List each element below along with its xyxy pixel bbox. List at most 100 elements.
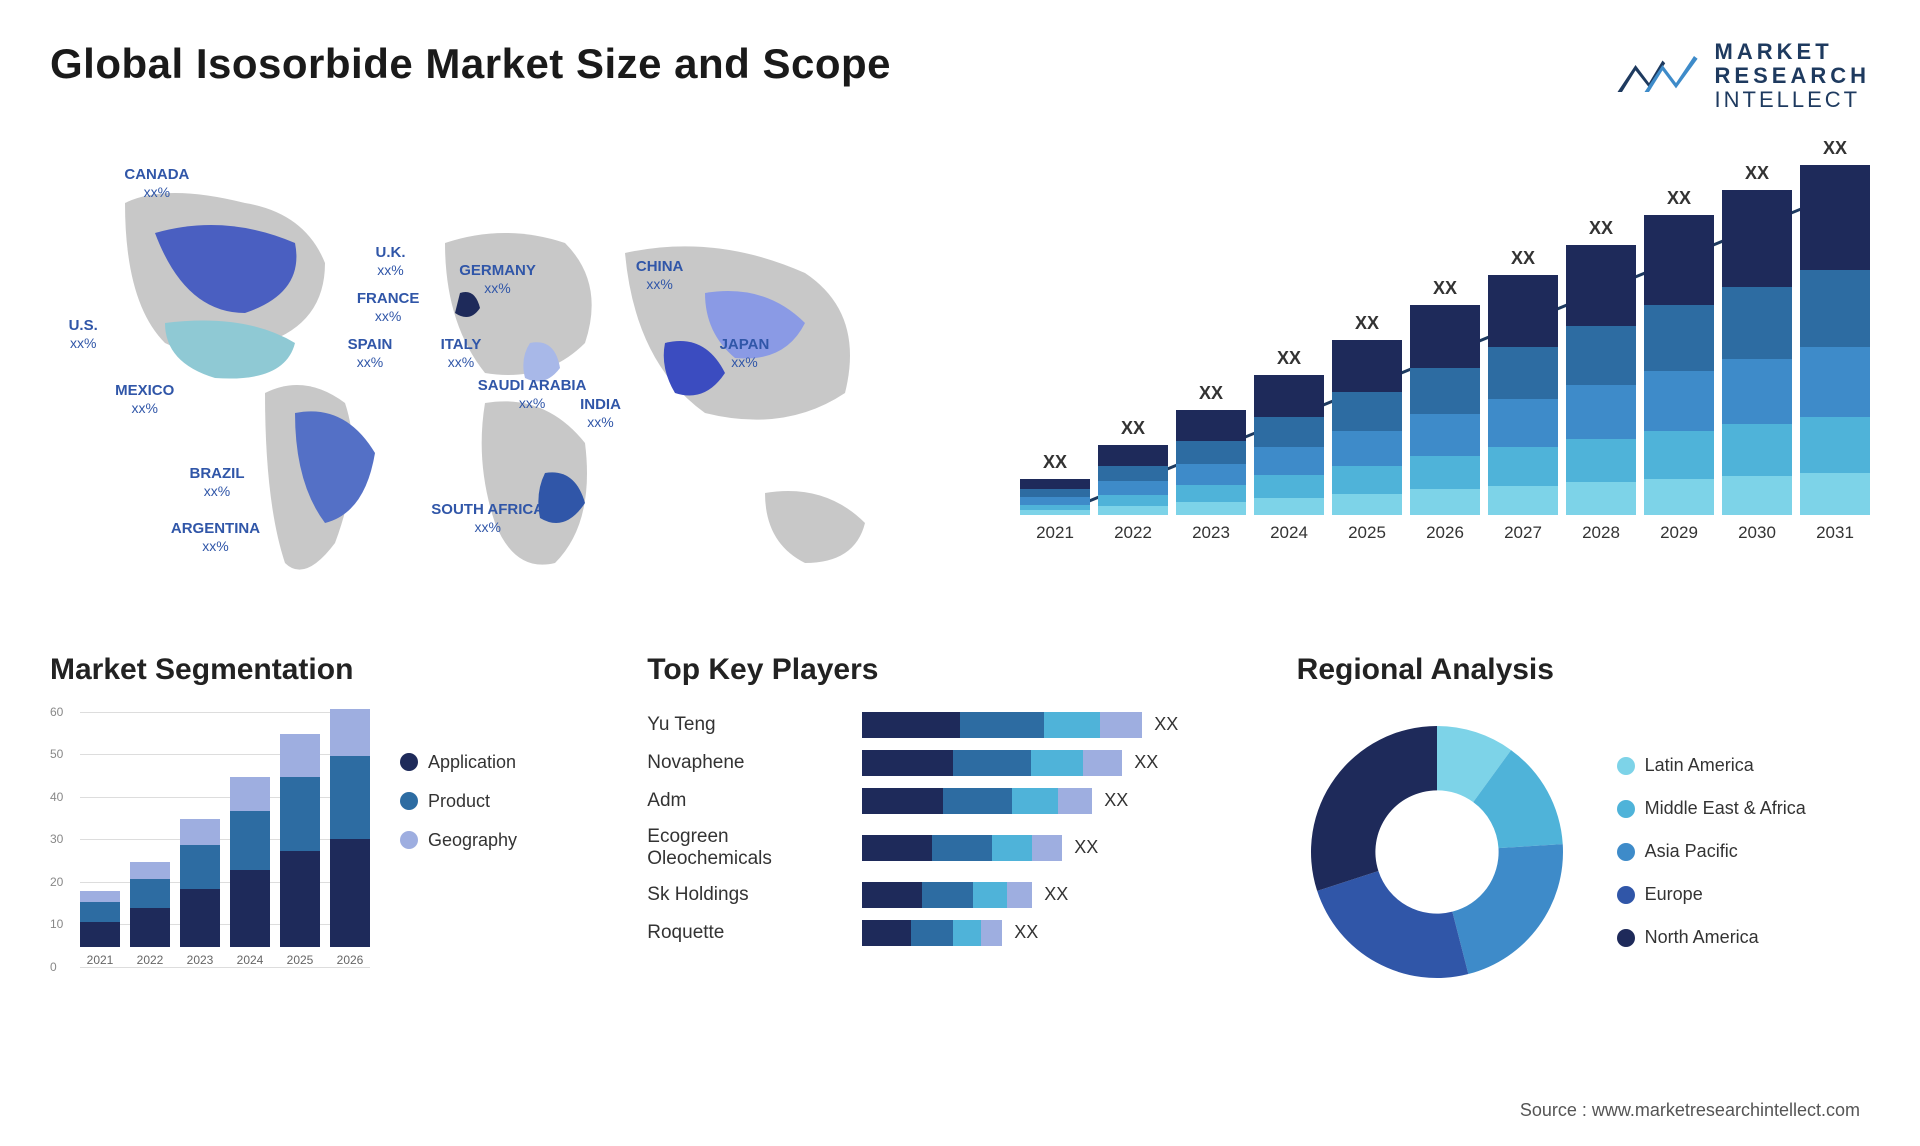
bar-segment xyxy=(1176,441,1246,464)
seg-bar-group: 2021 xyxy=(80,891,120,966)
bar-segment xyxy=(1644,479,1714,515)
bar-segment xyxy=(1176,502,1246,515)
country-label: INDIAxx% xyxy=(580,396,621,432)
y-axis-label: 60 xyxy=(50,705,63,719)
legend-swatch xyxy=(400,792,418,810)
main-bar-group: XX2029 xyxy=(1644,188,1714,543)
bar-segment xyxy=(1566,326,1636,385)
bar-segment xyxy=(1254,375,1324,417)
main-bar-group: XX2028 xyxy=(1566,218,1636,543)
bar-year-label: 2025 xyxy=(1348,523,1386,543)
bar-segment xyxy=(1254,417,1324,448)
stacked-bar xyxy=(1254,375,1324,515)
stacked-bar xyxy=(1098,445,1168,515)
segmentation-legend: ApplicationProductGeography xyxy=(400,712,517,992)
bar-year-label: 2028 xyxy=(1582,523,1620,543)
bar-segment xyxy=(1083,750,1122,776)
donut-slice xyxy=(1452,844,1563,974)
country-label: SOUTH AFRICAxx% xyxy=(431,501,544,537)
stacked-bar xyxy=(280,734,320,947)
bar-segment xyxy=(1488,447,1558,485)
bar-year-label: 2031 xyxy=(1816,523,1854,543)
seg-year-label: 2023 xyxy=(187,953,214,967)
main-bar-group: XX2027 xyxy=(1488,248,1558,543)
bar-segment xyxy=(230,811,270,871)
logo-text-1: MARKET xyxy=(1715,40,1870,64)
bar-segment xyxy=(280,777,320,851)
donut-slice xyxy=(1317,871,1468,978)
legend-swatch xyxy=(1617,929,1635,947)
stacked-bar xyxy=(1410,305,1480,515)
segmentation-section: Market Segmentation 20212022202320242025… xyxy=(50,653,597,992)
main-bar-group: XX2025 xyxy=(1332,313,1402,543)
bar-segment xyxy=(1800,473,1870,515)
bar-segment xyxy=(953,920,981,946)
logo-text-2: RESEARCH xyxy=(1715,64,1870,88)
bar-segment xyxy=(1800,347,1870,417)
bar-year-label: 2026 xyxy=(1426,523,1464,543)
y-axis-label: 0 xyxy=(50,960,57,974)
player-row: Ecogreen OleochemicalsXX xyxy=(647,826,1246,870)
bar-segment xyxy=(1020,479,1090,490)
bar-value-label: XX xyxy=(1823,138,1847,159)
player-name: Novaphene xyxy=(647,752,847,774)
bar-segment xyxy=(1800,165,1870,270)
bar-segment xyxy=(1007,882,1033,908)
legend-swatch xyxy=(1617,757,1635,775)
bar-value-label: XX xyxy=(1199,383,1223,404)
main-bar-group: XX2030 xyxy=(1722,163,1792,543)
bar-segment xyxy=(1098,466,1168,481)
seg-bar-group: 2024 xyxy=(230,777,270,967)
stacked-bar xyxy=(180,819,220,947)
bar-segment xyxy=(1566,245,1636,326)
bar-segment xyxy=(330,756,370,839)
stacked-bar xyxy=(1644,215,1714,515)
bar-segment xyxy=(1254,498,1324,515)
main-bar-chart: XX2021XX2022XX2023XX2024XX2025XX2026XX20… xyxy=(1020,143,1870,603)
bar-segment xyxy=(922,882,973,908)
seg-bar-group: 2026 xyxy=(330,709,370,967)
country-label: GERMANYxx% xyxy=(459,262,536,298)
bar-value-label: XX xyxy=(1433,278,1457,299)
bar-segment xyxy=(280,851,320,947)
bar-segment xyxy=(1644,215,1714,305)
bar-segment xyxy=(80,891,120,902)
player-bar xyxy=(862,750,1122,776)
bar-segment xyxy=(943,788,1012,814)
bar-segment xyxy=(1098,506,1168,514)
bar-segment xyxy=(1722,359,1792,424)
player-row: RoquetteXX xyxy=(647,920,1246,946)
bar-value-label: XX xyxy=(1667,188,1691,209)
bar-year-label: 2023 xyxy=(1192,523,1230,543)
country-label: U.K.xx% xyxy=(376,244,406,280)
bar-segment xyxy=(1176,485,1246,502)
bar-year-label: 2021 xyxy=(1036,523,1074,543)
bar-year-label: 2024 xyxy=(1270,523,1308,543)
bar-segment xyxy=(1332,466,1402,494)
bar-segment xyxy=(1722,424,1792,476)
stacked-bar xyxy=(1332,340,1402,515)
bar-segment xyxy=(130,862,170,879)
player-row: Sk HoldingsXX xyxy=(647,882,1246,908)
stacked-bar xyxy=(130,862,170,947)
bar-segment xyxy=(1032,835,1062,861)
legend-item: Application xyxy=(400,752,517,773)
bar-segment xyxy=(1566,385,1636,439)
bar-segment xyxy=(1566,439,1636,482)
country-label: ITALYxx% xyxy=(441,336,482,372)
legend-item: Asia Pacific xyxy=(1617,841,1806,862)
bar-value-label: XX xyxy=(1043,452,1067,473)
bar-segment xyxy=(1488,275,1558,347)
country-label: BRAZILxx% xyxy=(190,465,245,501)
player-row: Yu TengXX xyxy=(647,712,1246,738)
stacked-bar xyxy=(80,891,120,946)
main-bar-group: XX 2031 xyxy=(1800,138,1870,543)
player-value: XX xyxy=(1014,922,1038,943)
bar-segment xyxy=(80,922,120,947)
bar-segment xyxy=(1644,305,1714,371)
legend-item: Europe xyxy=(1617,884,1806,905)
legend-item: North America xyxy=(1617,927,1806,948)
bar-segment xyxy=(1044,712,1100,738)
donut-slice xyxy=(1311,726,1437,891)
bar-segment xyxy=(973,882,1007,908)
